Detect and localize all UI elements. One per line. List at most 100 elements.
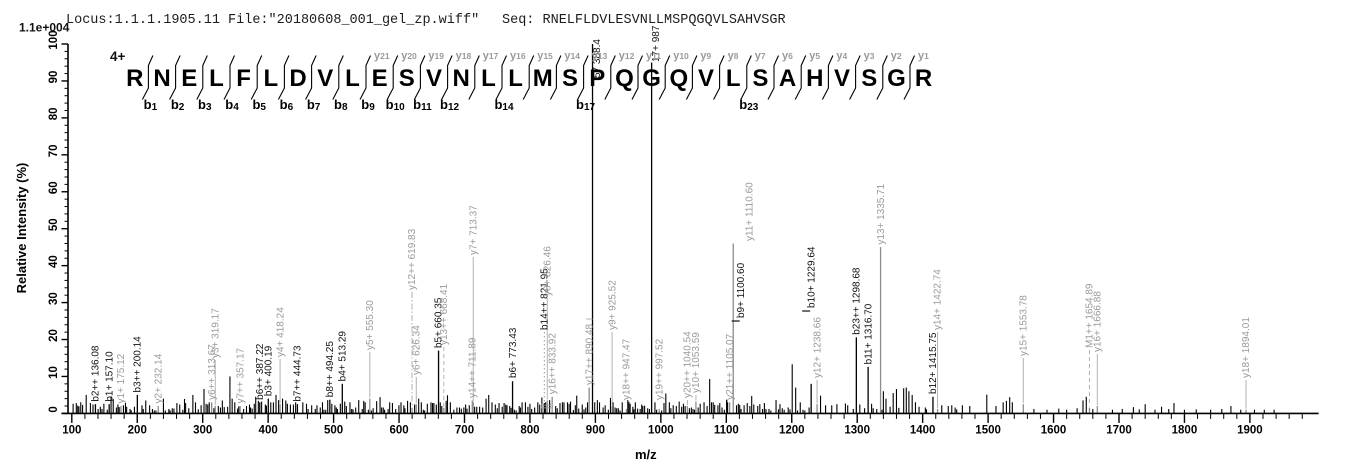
ladder-y15: y15 (537, 50, 553, 62)
peak-b11+ (867, 366, 869, 414)
noise-peak (775, 400, 777, 414)
noise-peak (363, 400, 365, 414)
noise-peak (847, 405, 849, 414)
residue-5-F: F (236, 65, 251, 92)
noise-peak (710, 402, 713, 414)
peak-label-y6+: y6+ 626.34 (411, 325, 422, 375)
noise-peak (789, 409, 791, 414)
noise-peak (221, 400, 223, 414)
noise-peak (92, 404, 94, 414)
peak-y14+ (936, 408, 939, 414)
x-tick-label: 1100 (714, 425, 739, 437)
noise-peak (213, 408, 215, 414)
noise-peak (797, 410, 799, 414)
peak-b14++ (543, 403, 545, 414)
x-tick-label: 1500 (975, 425, 1001, 437)
noise-peak (379, 397, 381, 414)
noise-peak (307, 408, 309, 414)
noise-peak (126, 406, 128, 414)
peak-label-y16+: y16+ 1666.88 (1093, 291, 1104, 352)
x-tick-label: 700 (455, 425, 474, 437)
noise-peak (607, 409, 609, 414)
residue-30-R: R (915, 65, 932, 92)
noise-peak (787, 407, 789, 414)
peak-b1+ (108, 404, 110, 414)
noise-peak (75, 403, 77, 414)
peak-label-y12+: y12+ 1238.66 (812, 317, 823, 378)
noise-peak (391, 403, 393, 414)
noise-peak (414, 404, 416, 414)
noise-peak (409, 402, 411, 414)
fragment-mark-20 (658, 55, 671, 100)
noise-peak (545, 402, 547, 414)
fragment-mark-10 (386, 55, 399, 100)
noise-peak (519, 407, 521, 414)
residue-6-L: L (263, 65, 278, 92)
decoration-0: [[ (541, 403, 552, 409)
peak-label-b9+: b9+ 1100.60 (736, 262, 747, 318)
fragment-mark-15 (522, 55, 535, 100)
noise-peak (885, 398, 887, 414)
noise-peak (1033, 408, 1035, 414)
noise-peak (753, 404, 755, 414)
peak-label-y19++: y19++ 997.52 (654, 338, 665, 400)
peak-b5+ (437, 350, 440, 414)
noise-peak (629, 403, 631, 414)
noise-peak (712, 402, 714, 414)
peak-label-b6+: b6+ 773.43 (508, 327, 519, 378)
noise-peak (445, 400, 447, 414)
peak-y20++ (686, 406, 689, 414)
noise-peak (1144, 404, 1146, 414)
noise-peak (534, 407, 536, 414)
peak-y16++ (551, 396, 553, 414)
noise-peak (501, 406, 503, 414)
noise-peak (129, 408, 131, 414)
noise-peak (737, 403, 739, 414)
noise-peak (576, 395, 578, 414)
y-tick-label: 80 (48, 107, 60, 120)
noise-peak (1183, 409, 1185, 414)
ladder-y6: y6 (782, 50, 793, 62)
noise-peak (882, 391, 884, 414)
peak-label-b23++: b23++ 1298.68 (852, 267, 863, 335)
peak-b10+ (810, 383, 812, 414)
peak-labels-layer: b2++ 136.08 b1+ 157.10 y1+ 175.12 b3++ 200.… (91, 25, 1253, 409)
ladder-y8: y8 (728, 50, 739, 62)
noise-peak (961, 405, 963, 414)
ladder-y19: y19 (428, 50, 444, 62)
noise-peak (621, 402, 623, 414)
noise-peak (556, 408, 558, 414)
noise-peak (569, 401, 572, 414)
noise-peak (482, 407, 484, 414)
axes-layer: 0 10 20 30 40 50 60 70 80 90 100 100 200 300 400 500 600… (48, 30, 1319, 437)
noise-peak (435, 404, 437, 414)
noise-peak (681, 406, 683, 414)
noise-peak (72, 403, 74, 414)
peak-label-y14++: y14++ 711.89 (467, 337, 478, 398)
noise-peak (541, 397, 543, 414)
x-tick-label: 1300 (844, 425, 870, 437)
noise-peak (1076, 408, 1078, 414)
noise-peak (171, 408, 173, 414)
noise-peak (740, 408, 742, 414)
noise-peak (1210, 409, 1212, 414)
noise-peak (672, 405, 674, 414)
noise-peak (439, 402, 441, 414)
noise-peak (219, 407, 221, 414)
noise-peak (335, 407, 337, 414)
noise-peak (1082, 400, 1084, 414)
noise-peak (203, 389, 205, 414)
x-tick-label: 1800 (1172, 425, 1198, 437)
noise-peak (746, 403, 748, 414)
noise-peak (969, 406, 971, 414)
peak-label-y14+: y14+ 1422.74 (933, 269, 944, 330)
noise-peak (914, 402, 917, 414)
noise-peak (566, 402, 569, 414)
noise-peak (207, 404, 209, 414)
peak-label-y3+: y3+ 319.17 (210, 308, 221, 358)
ladder-b1: b1 (144, 97, 158, 113)
noise-peak (986, 394, 988, 414)
x-tick-label: 100 (62, 425, 81, 437)
noise-peak (804, 410, 806, 414)
noise-peak (476, 406, 478, 414)
